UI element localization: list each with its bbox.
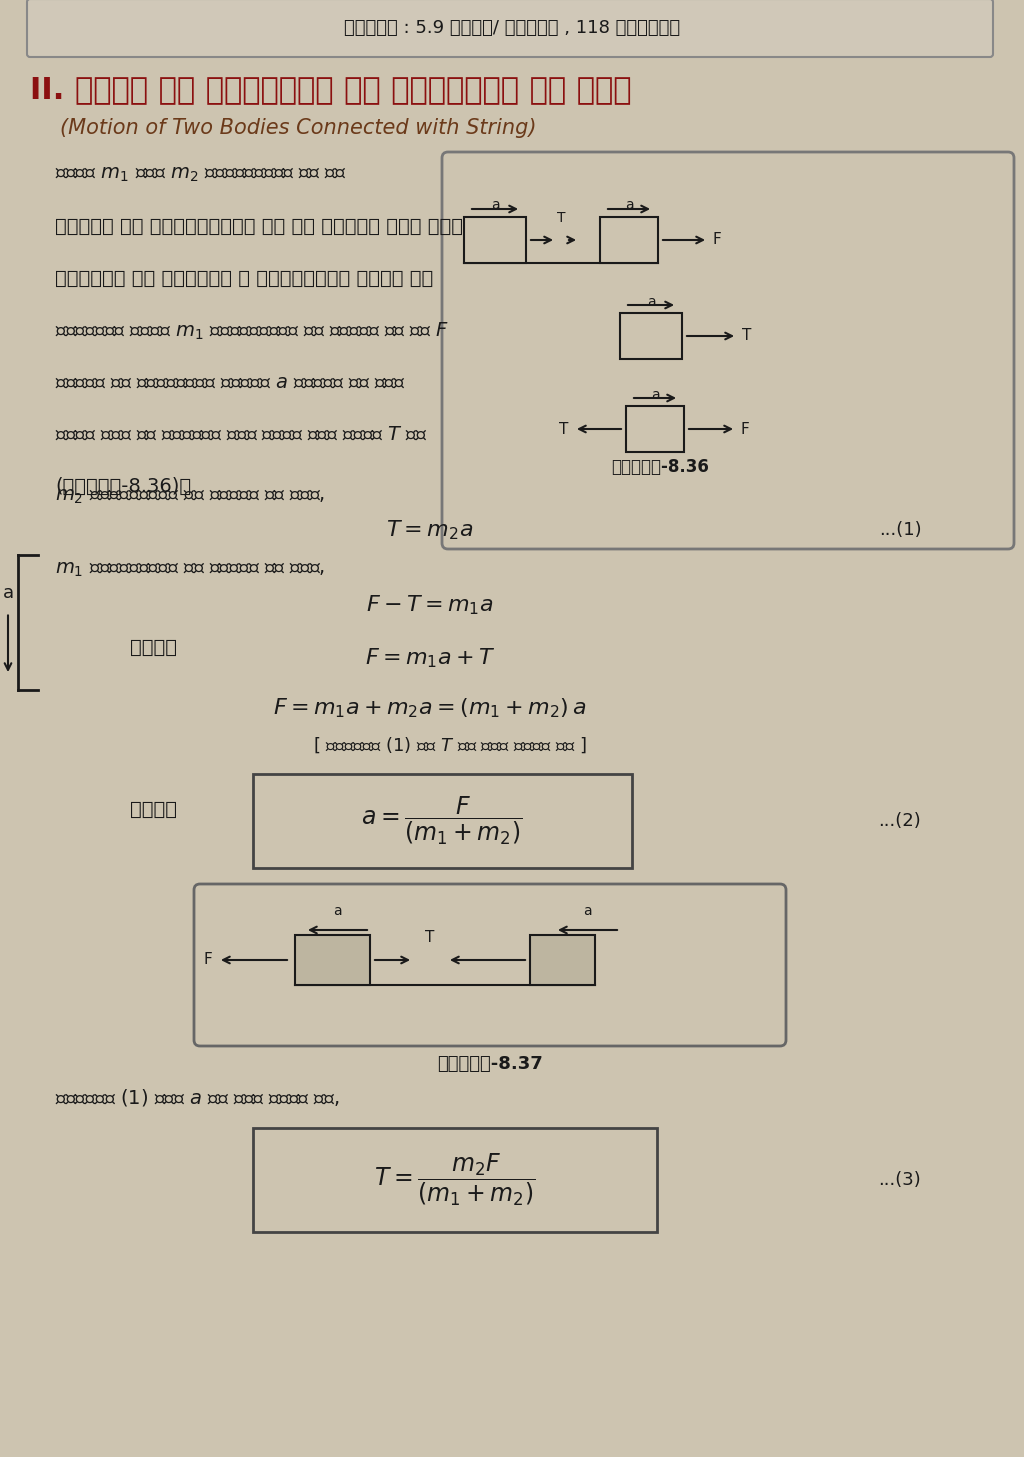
Text: F: F xyxy=(741,421,750,437)
Text: F: F xyxy=(713,233,722,248)
Text: $m_2$ द्रव्यमान के पिण्ड के लिए,: $m_2$ द्रव्यमान के पिण्ड के लिए, xyxy=(55,487,326,506)
Text: $a = \dfrac{F}{(m_1 + m_2)}$: $a = \dfrac{F}{(m_1 + m_2)}$ xyxy=(361,794,522,848)
Text: अथवा: अथवा xyxy=(130,638,177,657)
Text: उत्तर : 5.9 माटर/ सकण्ड , 118 न्यूटन: उत्तर : 5.9 माटर/ सकण्ड , 118 न्यूटन xyxy=(344,19,680,36)
Text: $T = m_2a$: $T = m_2a$ xyxy=(386,519,474,542)
Text: F: F xyxy=(203,953,212,967)
Text: चित्र-8.37: चित्र-8.37 xyxy=(437,1055,543,1072)
Text: $m_1$ द्रव्यमान के पिण्ड के लिए,: $m_1$ द्रव्यमान के पिण्ड के लिए, xyxy=(55,559,326,578)
Text: ...(2): ...(2) xyxy=(879,812,922,830)
Text: a: a xyxy=(625,198,633,213)
Bar xyxy=(620,313,682,358)
Text: T: T xyxy=(559,421,568,437)
Bar xyxy=(464,217,526,264)
FancyBboxPatch shape xyxy=(27,0,993,57)
Bar xyxy=(530,935,595,985)
Text: ...(1): ...(1) xyxy=(879,522,922,539)
FancyBboxPatch shape xyxy=(253,1128,657,1233)
Text: a: a xyxy=(333,903,341,918)
Text: अथवा: अथवा xyxy=(130,800,177,819)
Text: $m_2$: $m_2$ xyxy=(641,329,662,344)
Text: सम्बद्ध हैं। $m_1$ द्रव्यमान के पिण्ड पर बल $F$: सम्बद्ध हैं। $m_1$ द्रव्यमान के पिण्ड पर… xyxy=(55,321,449,342)
Text: समीकरण (1) में $a$ का मान रखने पर,: समीकरण (1) में $a$ का मान रखने पर, xyxy=(55,1087,340,1107)
Text: चित्र-8.36: चित्र-8.36 xyxy=(611,457,709,476)
Text: II. डोरी से सम्बद्ध दो पिण्डों की गति: II. डोरी से सम्बद्ध दो पिण्डों की गति xyxy=(30,74,632,103)
Bar xyxy=(626,407,684,452)
Text: पिण्ड एक घर्षणरहित तल पर स्थित हैं तथा: पिण्ड एक घर्षणरहित तल पर स्थित हैं तथा xyxy=(55,217,463,236)
Text: (Motion of Two Bodies Connected with String): (Motion of Two Bodies Connected with Str… xyxy=(60,118,537,138)
Text: लगाने पर सम्पूर्ण निकाय $a$ त्वरण से गति: लगाने पर सम्पूर्ण निकाय $a$ त्वरण से गति xyxy=(55,373,406,392)
Text: a: a xyxy=(490,198,500,213)
Text: $m_2$: $m_2$ xyxy=(322,953,344,967)
Text: परस्पर एक भारहीन व अवितान्य डोरी से: परस्पर एक भारहीन व अवितान्य डोरी से xyxy=(55,270,433,288)
FancyBboxPatch shape xyxy=(253,774,632,868)
Bar xyxy=(600,217,658,264)
Text: $F = m_1a + m_2a = (m_1 + m_2)\, a$: $F = m_1a + m_2a = (m_1 + m_2)\, a$ xyxy=(273,696,587,720)
Text: $m_1$: $m_1$ xyxy=(645,421,666,436)
Text: ...(3): ...(3) xyxy=(879,1171,922,1189)
Text: $F = m_1a + T$: $F = m_1a + T$ xyxy=(365,647,496,670)
Text: a: a xyxy=(647,294,655,309)
Text: माना $m_1$ तथा $m_2$ द्रव्यमान के दो: माना $m_1$ तथा $m_2$ द्रव्यमान के दो xyxy=(55,165,346,184)
Text: [ समीकरण (1) से $T$ का मान रखने पर ]: [ समीकरण (1) से $T$ का मान रखने पर ] xyxy=(313,734,587,755)
Text: $F - T = m_1a$: $F - T = m_1a$ xyxy=(367,593,494,616)
Text: T: T xyxy=(557,211,565,224)
Text: $m_1$: $m_1$ xyxy=(618,233,639,248)
Bar xyxy=(295,935,370,985)
Text: (चित्र-8.36)।: (चित्र-8.36)। xyxy=(55,476,191,495)
Text: a: a xyxy=(583,903,591,918)
Text: T: T xyxy=(425,930,434,946)
Text: $m_1$: $m_1$ xyxy=(551,953,573,967)
Text: T: T xyxy=(742,328,752,344)
Text: a: a xyxy=(650,388,659,402)
Text: करता है। इस स्थिति में डोरी में तनाव $T$ है: करता है। इस स्थिति में डोरी में तनाव $T$… xyxy=(55,425,428,444)
FancyBboxPatch shape xyxy=(442,152,1014,549)
Text: a: a xyxy=(2,583,13,602)
FancyBboxPatch shape xyxy=(194,884,786,1046)
Text: $T = \dfrac{m_2F}{(m_1 + m_2)}$: $T = \dfrac{m_2F}{(m_1 + m_2)}$ xyxy=(375,1151,536,1208)
Text: $m_2$: $m_2$ xyxy=(484,233,506,248)
